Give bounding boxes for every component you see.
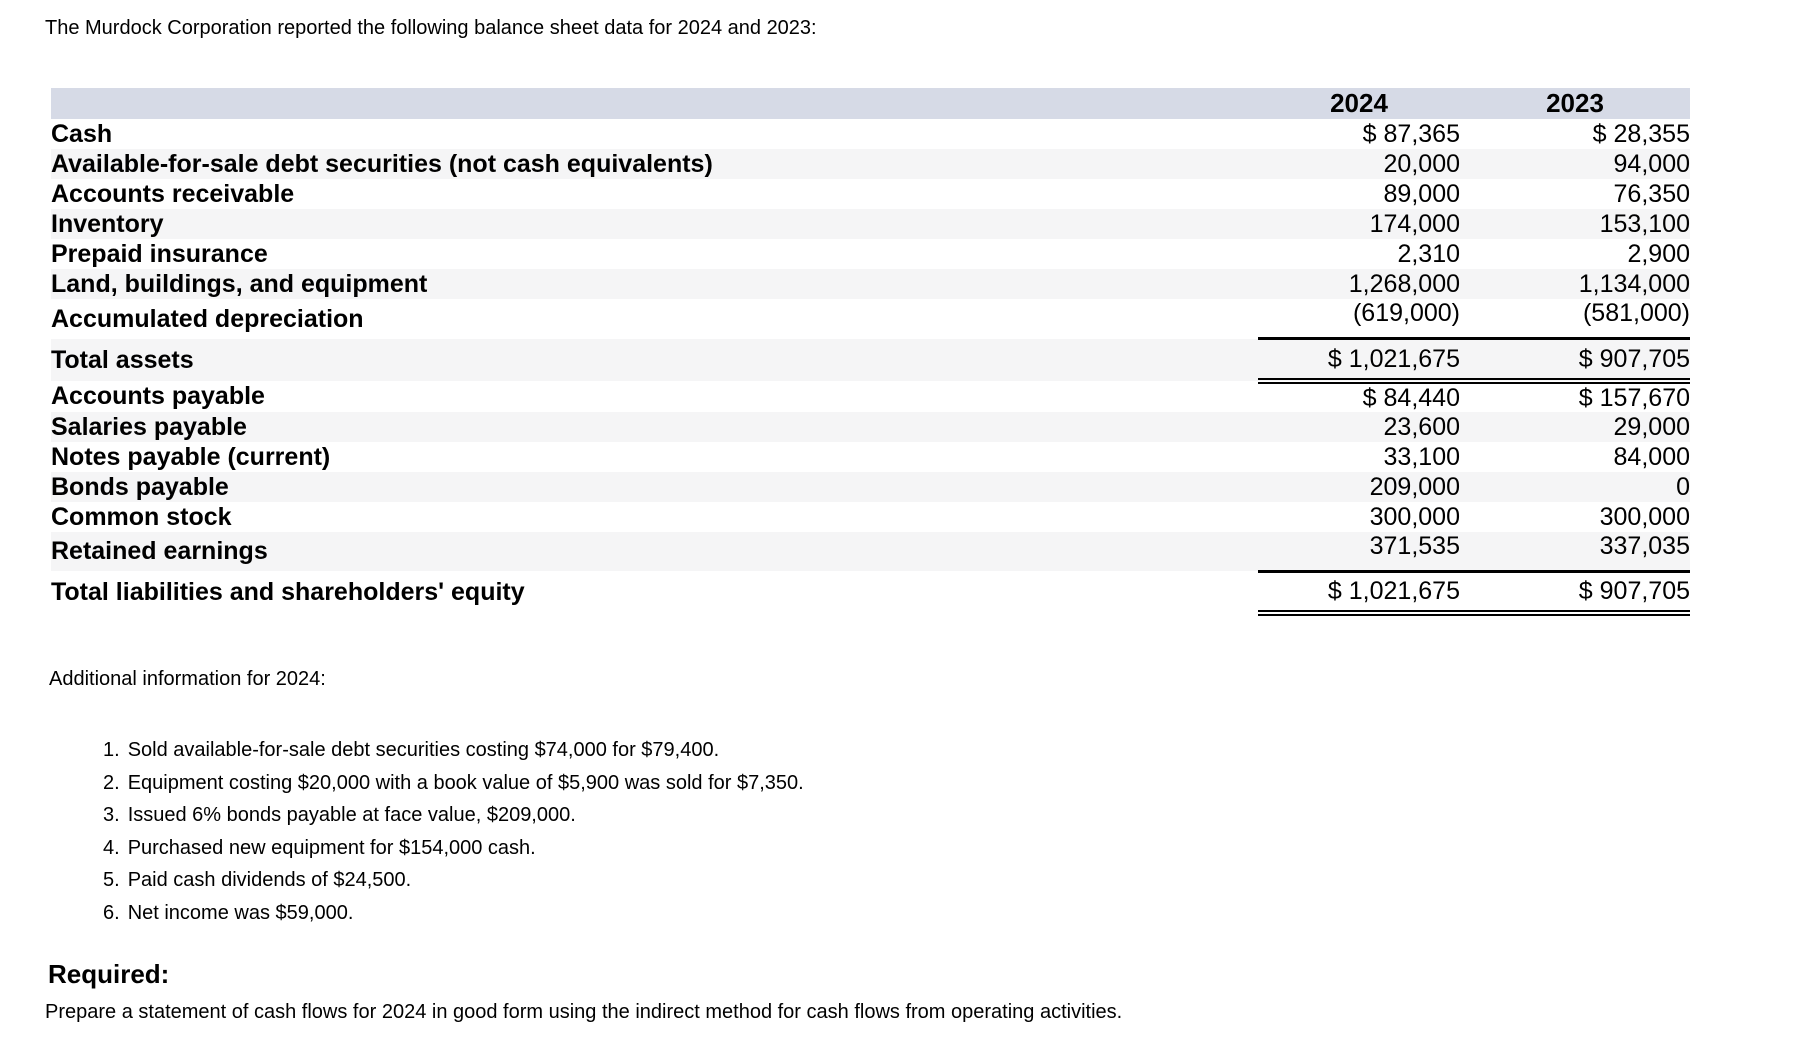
list-item-number: 3. xyxy=(103,804,120,826)
table-row-total-assets: Total assets $ 1,021,675 $ 907,705 xyxy=(51,338,1690,384)
table-row-common-stock: Common stock 300,000 300,000 xyxy=(51,502,1690,532)
value-2024: 33,100 xyxy=(1383,442,1460,471)
value-2023: 76,350 xyxy=(1613,180,1690,208)
value-2024: 209,000 xyxy=(1258,471,1460,502)
row-label: Accounts payable xyxy=(51,382,265,410)
list-item-text: Paid cash dividends of $24,500. xyxy=(127,869,412,891)
table-header-row: 2024 2023 xyxy=(51,88,1690,119)
value-2024: 23,600 xyxy=(1258,411,1460,442)
value-2024: 20,000 xyxy=(1258,149,1460,179)
list-item: 6. Net income was $59,000. xyxy=(0,897,1807,930)
value-2023: (581,000) xyxy=(1460,299,1690,340)
list-item-text: Equipment costing $20,000 with a book va… xyxy=(127,771,804,794)
list-item-number: 5. xyxy=(103,869,120,891)
table-row-afs-securities: Available-for-sale debt securities (not … xyxy=(51,149,1690,179)
list-item: 1. Sold available-for-sale debt securiti… xyxy=(0,734,1807,767)
value-2023: $ 907,705 xyxy=(1460,338,1690,384)
required-heading: Required: xyxy=(48,959,170,989)
value-2023: 153,100 xyxy=(1460,209,1690,239)
row-label: Salaries payable xyxy=(51,411,1258,442)
value-2023: 0 xyxy=(1460,471,1690,502)
list-item-text: Sold available-for-sale debt securities … xyxy=(127,739,720,761)
list-item-number: 2. xyxy=(103,771,120,794)
table-row-land-buildings-equipment: Land, buildings, and equipment 1,268,000… xyxy=(51,269,1690,299)
additional-info-heading: Additional information for 2024: xyxy=(49,668,326,690)
row-label: Available-for-sale debt securities (not … xyxy=(51,149,1258,179)
column-header-2023: 2023 xyxy=(1460,88,1690,119)
table-row-total-liabilities-equity: Total liabilities and shareholders' equi… xyxy=(51,571,1690,616)
list-item-number: 1. xyxy=(103,739,120,761)
value-2024: 89,000 xyxy=(1383,180,1460,208)
value-2023: $ 907,705 xyxy=(1460,571,1690,616)
row-label: Total assets xyxy=(51,338,1258,381)
table-row-salaries-payable: Salaries payable 23,600 29,000 xyxy=(51,411,1690,442)
value-2024: (619,000) xyxy=(1258,299,1460,340)
value-2023: 2,900 xyxy=(1627,240,1690,268)
value-2023: 300,000 xyxy=(1599,502,1690,531)
table-row-accounts-payable: Accounts payable $ 84,440 $ 157,670 xyxy=(51,381,1690,412)
header-empty-cell xyxy=(51,88,1258,119)
row-label: Inventory xyxy=(51,209,1258,239)
row-label: Retained earnings xyxy=(51,531,1258,571)
list-item: 2. Equipment costing $20,000 with a book… xyxy=(0,767,1807,800)
row-label: Cash xyxy=(51,120,113,148)
list-item: 5. Paid cash dividends of $24,500. xyxy=(0,864,1807,897)
list-item-text: Issued 6% bonds payable at face value, $… xyxy=(127,804,576,826)
value-2024: 1,268,000 xyxy=(1258,269,1460,299)
table-row-retained-earnings: Retained earnings 371,535 337,035 xyxy=(51,531,1690,573)
row-label: Bonds payable xyxy=(51,471,1258,502)
row-label: Land, buildings, and equipment xyxy=(51,269,1258,299)
list-item-number: 6. xyxy=(103,901,120,924)
balance-sheet-table: 2024 2023 Cash $ 87,365 $ 28,355 Availab… xyxy=(51,88,1690,616)
list-item: 4. Purchased new equipment for $154,000 … xyxy=(0,832,1807,865)
table-row-prepaid-insurance: Prepaid insurance 2,310 2,900 xyxy=(51,239,1690,269)
table-row-accounts-receivable: Accounts receivable 89,000 76,350 xyxy=(51,179,1690,209)
list-item-number: 4. xyxy=(103,836,120,859)
list-item-text: Purchased new equipment for $154,000 cas… xyxy=(127,836,536,859)
row-label: Common stock xyxy=(51,502,232,531)
row-label: Accounts receivable xyxy=(51,180,295,208)
value-2023: $ 28,355 xyxy=(1592,120,1690,148)
list-item: 3. Issued 6% bonds payable at face value… xyxy=(0,799,1807,832)
value-2023: 29,000 xyxy=(1460,411,1690,442)
value-2024: $ 87,365 xyxy=(1362,120,1460,148)
value-2024: 174,000 xyxy=(1258,209,1460,239)
table-row-inventory: Inventory 174,000 153,100 xyxy=(51,209,1690,239)
value-2024: $ 1,021,675 xyxy=(1258,338,1460,384)
table-row-cash: Cash $ 87,365 $ 28,355 xyxy=(51,119,1690,149)
column-header-2024: 2024 xyxy=(1258,88,1460,119)
value-2024: 371,535 xyxy=(1258,531,1460,573)
value-2023: 1,134,000 xyxy=(1460,269,1690,299)
additional-info-list: 1. Sold available-for-sale debt securiti… xyxy=(0,734,1807,929)
table-row-accumulated-depreciation: Accumulated depreciation (619,000) (581,… xyxy=(51,299,1690,340)
value-2024: $ 84,440 xyxy=(1362,383,1460,412)
value-2024: 300,000 xyxy=(1369,502,1460,531)
problem-statement: The Murdock Corporation reported the fol… xyxy=(45,17,817,39)
value-2023: 84,000 xyxy=(1613,442,1690,471)
table-row-bonds-payable: Bonds payable 209,000 0 xyxy=(51,471,1690,502)
value-2023: 94,000 xyxy=(1460,149,1690,179)
row-label: Prepaid insurance xyxy=(51,240,268,268)
value-2024: $ 1,021,675 xyxy=(1258,571,1460,616)
table-row-notes-payable: Notes payable (current) 33,100 84,000 xyxy=(51,442,1690,472)
value-2024: 2,310 xyxy=(1397,240,1460,268)
required-instruction: Prepare a statement of cash flows for 20… xyxy=(45,1001,1123,1023)
row-label: Accumulated depreciation xyxy=(51,304,364,333)
list-item-text: Net income was $59,000. xyxy=(127,901,354,924)
problem-page: The Murdock Corporation reported the fol… xyxy=(0,14,1807,1026)
value-2023: $ 157,670 xyxy=(1578,383,1690,412)
value-2023: 337,035 xyxy=(1460,531,1690,573)
row-label: Total liabilities and shareholders' equi… xyxy=(51,578,525,606)
row-label: Notes payable (current) xyxy=(51,442,331,471)
